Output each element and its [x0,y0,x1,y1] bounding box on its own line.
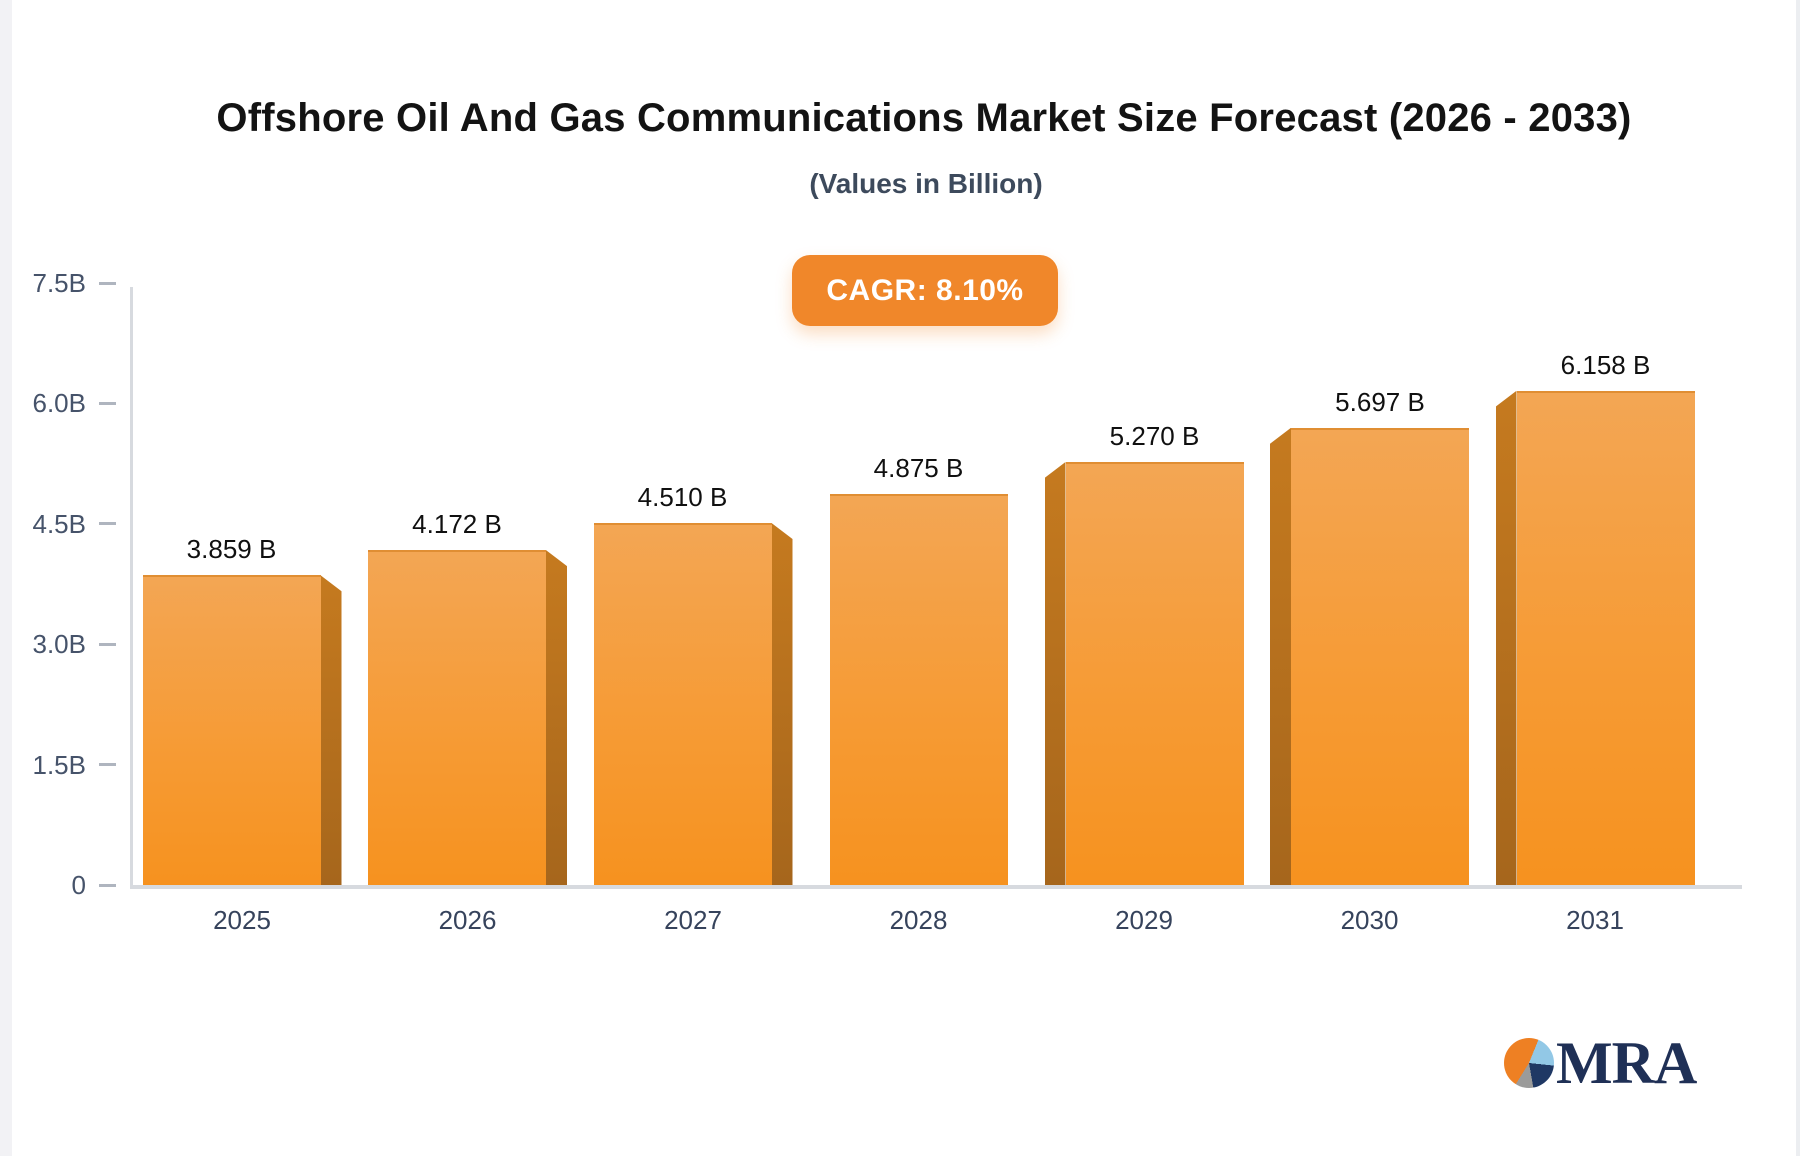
x-axis-label-2029: 2029 [1115,905,1173,935]
y-tick-dash [99,522,116,526]
pie-chart-icon [1504,1038,1554,1088]
y-tick-label: 0 [71,870,86,900]
y-tick-dash [99,281,116,285]
bar-front-face [1516,390,1695,885]
chart-subtitle: (Values in Billion) [809,168,1043,199]
mra-logo-text: MRA [1556,1030,1697,1096]
bar-2029 [1044,461,1244,885]
y-tick-label: 3.0B [32,629,87,660]
bar-front-face [829,493,1008,885]
bar-front-face [1291,427,1469,885]
bar-front-face [593,522,772,885]
page-left-edge [0,0,12,1156]
y-tick-label: 7.5B [32,268,87,298]
bar-2031 [1495,390,1695,885]
bar-value-label-2030: 5.697 B [1335,386,1425,417]
bar-value-label-2028: 4.875 B [873,452,964,483]
bar-side-face [1495,390,1517,885]
bar-value-label-2029: 5.270 B [1109,420,1200,451]
y-tick-dash [99,883,116,887]
bar-2025 [142,575,342,885]
x-axis-label-2027: 2027 [664,905,722,935]
x-axis-label-2030: 2030 [1340,905,1399,935]
bar-2027 [593,522,793,885]
bar-side-face [546,550,567,885]
bar-value-label-2026: 4.172 B [412,509,502,540]
y-tick-dash [99,401,116,405]
x-axis-label-2031: 2031 [1566,905,1624,935]
bar-value-label-2031: 6.158 B [1560,349,1651,380]
bar-side-face [771,522,793,885]
y-axis-line [130,287,133,889]
bar-side-face [320,575,342,885]
y-tick-dash [99,642,116,646]
cagr-badge-label: CAGR: 8.10% [826,273,1024,307]
bar-front-face [1065,461,1244,885]
cagr-badge: CAGR: 8.10% [792,255,1058,326]
bar-front-face [368,550,546,885]
x-axis-baseline [130,885,1742,889]
x-axis-label-2025: 2025 [213,905,271,935]
bar-2030 [1270,427,1469,885]
bar-value-label-2027: 4.510 B [637,481,728,512]
x-axis-label-2026: 2026 [438,905,497,935]
mra-logo: MRA [1504,1030,1697,1096]
page-right-edge [1796,0,1800,1156]
bar-2026 [368,550,567,885]
y-tick-label: 6.0B [32,388,87,419]
chart-title: Offshore Oil And Gas Communications Mark… [216,96,1632,140]
x-axis-label-2028: 2028 [889,905,948,935]
bar-side-face [1270,427,1291,885]
y-tick-label: 1.5B [32,749,87,780]
bar-value-label-2025: 3.859 B [186,534,277,565]
bar-front-face [142,575,321,885]
bar-2028 [829,493,1008,885]
y-tick-label: 4.5B [32,508,87,539]
y-tick-dash [99,763,116,767]
bar-side-face [1044,461,1066,885]
